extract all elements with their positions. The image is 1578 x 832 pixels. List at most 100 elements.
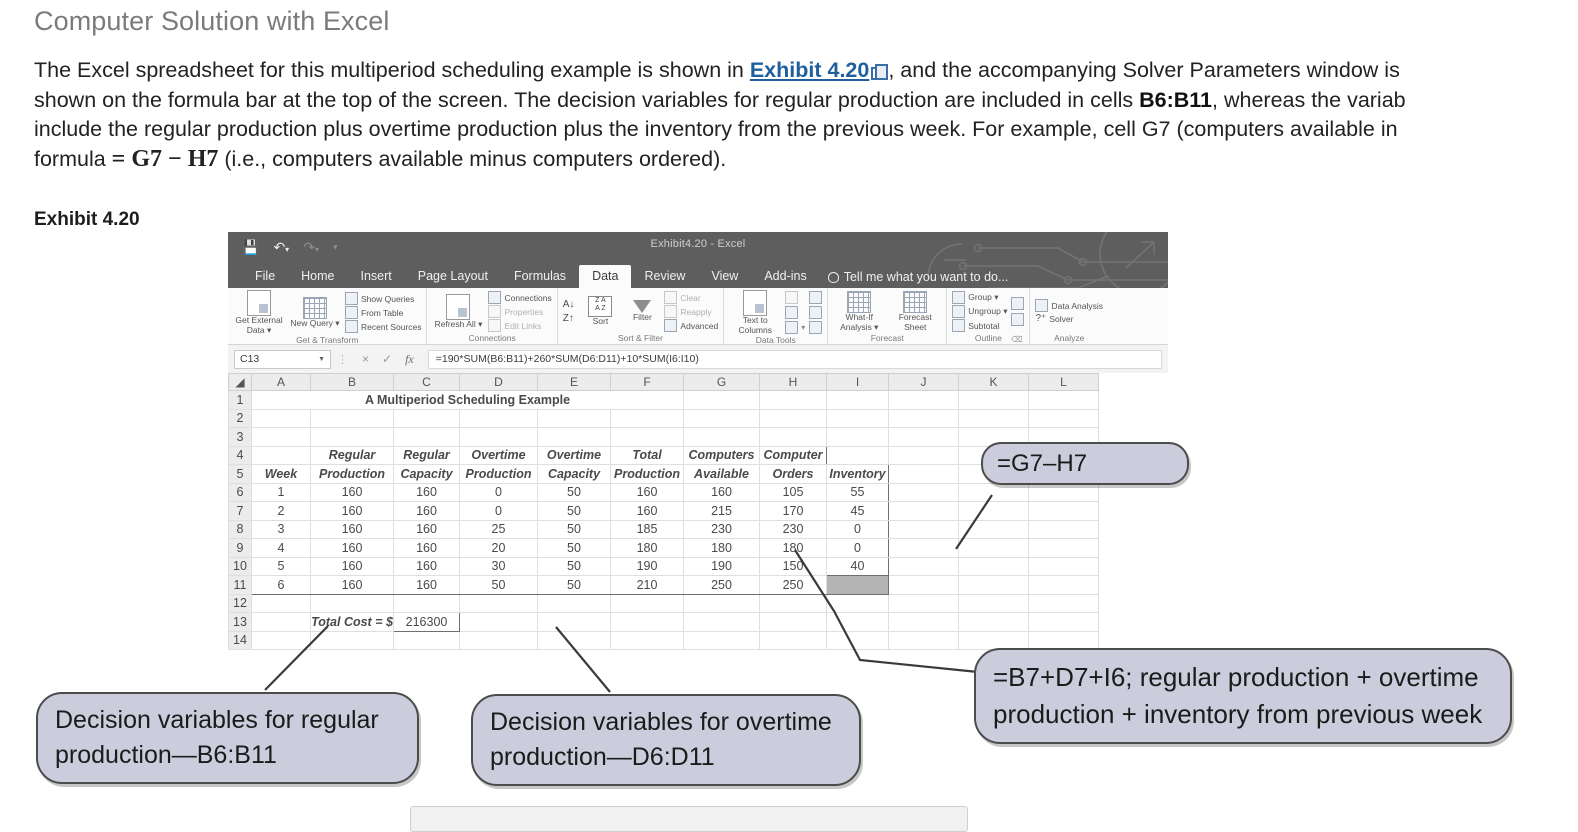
data-analysis-button[interactable]: Data Analysis (1035, 299, 1103, 312)
tab-insert[interactable]: Insert (360, 269, 392, 283)
cell-f3[interactable] (610, 427, 684, 447)
cell-h3[interactable] (759, 427, 827, 447)
name-box[interactable]: C13 ▼ (234, 349, 331, 369)
column-header-l[interactable]: L (1028, 373, 1099, 391)
column-header-e[interactable]: E (537, 373, 611, 391)
clear-filter-button[interactable]: Clear (664, 291, 718, 304)
what-if-analysis-button[interactable]: What-If Analysis ▾ (833, 291, 885, 332)
cell-a2[interactable] (251, 408, 311, 428)
cell-j5[interactable] (888, 464, 959, 484)
ungroup-button[interactable]: Ungroup ▾ (952, 305, 1007, 318)
cell-j8[interactable] (888, 519, 959, 539)
manage-data-model-button[interactable] (809, 321, 823, 334)
cell-f2[interactable] (610, 408, 684, 428)
from-table-button[interactable]: From Table (345, 306, 421, 319)
edit-links-button[interactable]: Edit Links (488, 319, 551, 332)
cell-l1[interactable] (1028, 390, 1099, 410)
cell-a9[interactable]: 4 (251, 538, 311, 558)
solver-button[interactable]: ?⁺ Solver (1035, 313, 1103, 324)
cell-b13-total-cost-label[interactable]: Total Cost = $ (310, 612, 394, 632)
cell-c9[interactable]: 160 (393, 538, 460, 558)
cell-l7[interactable] (1028, 501, 1099, 521)
cell-f5[interactable]: Production (610, 464, 684, 484)
cell-c11[interactable]: 160 (393, 575, 460, 595)
consolidate-button[interactable] (809, 291, 823, 304)
cell-h7[interactable]: 170 (759, 501, 827, 521)
row-header-13[interactable]: 13 (228, 612, 252, 632)
recent-sources-button[interactable]: Recent Sources (345, 320, 421, 333)
column-header-b[interactable]: B (310, 373, 394, 391)
cell-e9[interactable]: 50 (537, 538, 611, 558)
row-header-10[interactable]: 10 (228, 556, 252, 576)
cell-g3[interactable] (683, 427, 760, 447)
cell-i14[interactable] (826, 630, 889, 650)
cancel-icon[interactable]: × (362, 352, 370, 366)
cell-k11[interactable] (958, 575, 1029, 595)
column-header-c[interactable]: C (393, 373, 460, 391)
relationships-button[interactable] (809, 306, 823, 319)
tab-data[interactable]: Data (579, 265, 632, 288)
row-header-8[interactable]: 8 (228, 519, 252, 539)
cell-g12[interactable] (683, 593, 760, 613)
cell-g10[interactable]: 190 (683, 556, 760, 576)
cell-l14[interactable] (1028, 630, 1099, 650)
cell-j7[interactable] (888, 501, 959, 521)
cell-a4[interactable] (251, 445, 311, 465)
cell-f4[interactable]: Total (610, 445, 684, 465)
insert-function-icon[interactable]: fx (405, 351, 414, 366)
hide-detail-button[interactable] (1011, 313, 1025, 326)
cell-i12[interactable] (826, 593, 889, 613)
cell-i3[interactable] (826, 427, 889, 447)
advanced-filter-button[interactable]: Advanced (664, 319, 718, 332)
cell-e2[interactable] (537, 408, 611, 428)
cell-h9[interactable]: 180 (759, 538, 827, 558)
redo-icon[interactable]: ↷▾ (303, 239, 319, 255)
flash-fill-button[interactable] (785, 291, 805, 304)
row-header-2[interactable]: 2 (228, 408, 252, 428)
cell-c7[interactable]: 160 (393, 501, 460, 521)
cell-l12[interactable] (1028, 593, 1099, 613)
cell-l2[interactable] (1028, 408, 1099, 428)
cell-i9[interactable]: 0 (826, 538, 889, 558)
customize-qat-icon[interactable]: ▾ (332, 241, 338, 252)
row-header-1[interactable]: 1 (228, 390, 252, 410)
cell-e5[interactable]: Capacity (537, 464, 611, 484)
column-header-k[interactable]: K (958, 373, 1029, 391)
cell-f10[interactable]: 190 (610, 556, 684, 576)
tab-review[interactable]: Review (644, 269, 686, 283)
cell-j10[interactable] (888, 556, 959, 576)
cell-c2[interactable] (393, 408, 460, 428)
cell-f6[interactable]: 160 (610, 482, 684, 502)
forecast-sheet-button[interactable]: Forecast Sheet (889, 291, 941, 332)
cell-l6[interactable] (1028, 482, 1099, 502)
column-header-f[interactable]: F (610, 373, 684, 391)
cell-g11[interactable]: 250 (683, 575, 760, 595)
cell-d6[interactable]: 0 (459, 482, 538, 502)
cell-a3[interactable] (251, 427, 311, 447)
cell-j3[interactable] (888, 427, 959, 447)
cell-a6[interactable]: 1 (251, 482, 311, 502)
cell-d11[interactable]: 50 (459, 575, 538, 595)
tab-page-layout[interactable]: Page Layout (417, 269, 488, 283)
cell-k1[interactable] (958, 390, 1029, 410)
cell-d10[interactable]: 30 (459, 556, 538, 576)
column-header-g[interactable]: G (683, 373, 760, 391)
column-header-a[interactable]: A (251, 373, 311, 391)
cell-e12[interactable] (537, 593, 611, 613)
cell-j1[interactable] (888, 390, 959, 410)
undo-icon[interactable]: ↶▾ (273, 239, 290, 255)
cell-e13[interactable] (537, 612, 611, 632)
cell-c3[interactable] (393, 427, 460, 447)
cell-j11[interactable] (888, 575, 959, 595)
column-header-i[interactable]: I (826, 373, 889, 391)
cell-i10[interactable]: 40 (826, 556, 889, 576)
cell-g6[interactable]: 160 (683, 482, 760, 502)
column-header-j[interactable]: J (888, 373, 959, 391)
cell-g5[interactable]: Available (683, 464, 760, 484)
cell-k14[interactable] (958, 630, 1029, 650)
cell-g13[interactable] (683, 612, 760, 632)
cell-k6[interactable] (958, 482, 1029, 502)
cell-h4[interactable]: Computer (759, 445, 827, 465)
cell-h1[interactable] (759, 390, 827, 410)
cell-b12[interactable] (310, 593, 394, 613)
